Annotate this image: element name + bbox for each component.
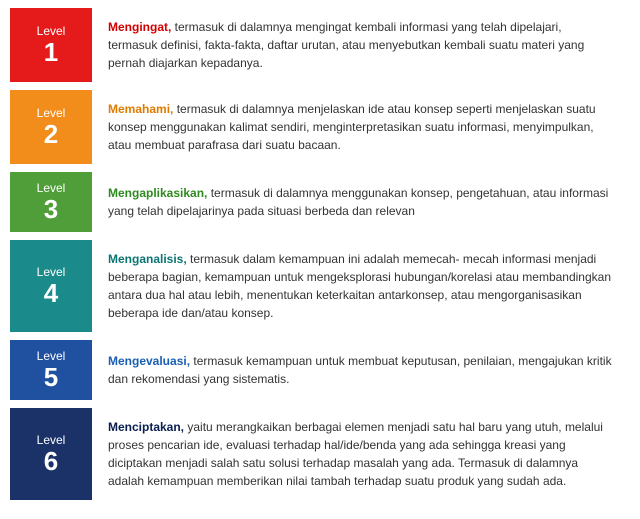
level-description: Mengingat, termasuk di dalamnya menginga… <box>92 8 630 82</box>
level-term: Menganalisis, <box>108 252 187 266</box>
level-row: Level 4 Menganalisis, termasuk dalam kem… <box>10 240 630 332</box>
level-description: Mengevaluasi, termasuk kemampuan untuk m… <box>92 340 630 400</box>
level-label: Level <box>37 182 66 194</box>
level-box-2: Level 2 <box>10 90 92 164</box>
level-term: Mengevaluasi, <box>108 354 190 368</box>
level-term: Memahami, <box>108 102 173 116</box>
level-term: Menciptakan, <box>108 420 184 434</box>
level-description: Menganalisis, termasuk dalam kemampuan i… <box>92 240 630 332</box>
level-number: 2 <box>44 121 58 147</box>
level-box-5: Level 5 <box>10 340 92 400</box>
level-label: Level <box>37 107 66 119</box>
level-label: Level <box>37 266 66 278</box>
level-description: Mengaplikasikan, termasuk di dalamnya me… <box>92 172 630 232</box>
level-number: 5 <box>44 364 58 390</box>
level-text: termasuk di dalamnya mengingat kembali i… <box>108 20 584 70</box>
level-row: Level 5 Mengevaluasi, termasuk kemampuan… <box>10 340 630 400</box>
level-number: 1 <box>44 39 58 65</box>
level-text: termasuk di dalamnya menjelaskan ide ata… <box>108 102 596 152</box>
level-number: 6 <box>44 448 58 474</box>
level-box-4: Level 4 <box>10 240 92 332</box>
level-box-3: Level 3 <box>10 172 92 232</box>
level-row: Level 2 Memahami, termasuk di dalamnya m… <box>10 90 630 164</box>
level-description: Menciptakan, yaitu merangkaikan berbagai… <box>92 408 630 500</box>
level-box-6: Level 6 <box>10 408 92 500</box>
level-box-1: Level 1 <box>10 8 92 82</box>
level-row: Level 3 Mengaplikasikan, termasuk di dal… <box>10 172 630 232</box>
level-row: Level 6 Menciptakan, yaitu merangkaikan … <box>10 408 630 500</box>
level-number: 4 <box>44 280 58 306</box>
bloom-taxonomy-table: Level 1 Mengingat, termasuk di dalamnya … <box>0 0 640 516</box>
level-term: Mengaplikasikan, <box>108 186 207 200</box>
level-label: Level <box>37 434 66 446</box>
level-description: Memahami, termasuk di dalamnya menjelask… <box>92 90 630 164</box>
level-row: Level 1 Mengingat, termasuk di dalamnya … <box>10 8 630 82</box>
level-number: 3 <box>44 196 58 222</box>
level-label: Level <box>37 25 66 37</box>
level-term: Mengingat, <box>108 20 171 34</box>
level-label: Level <box>37 350 66 362</box>
